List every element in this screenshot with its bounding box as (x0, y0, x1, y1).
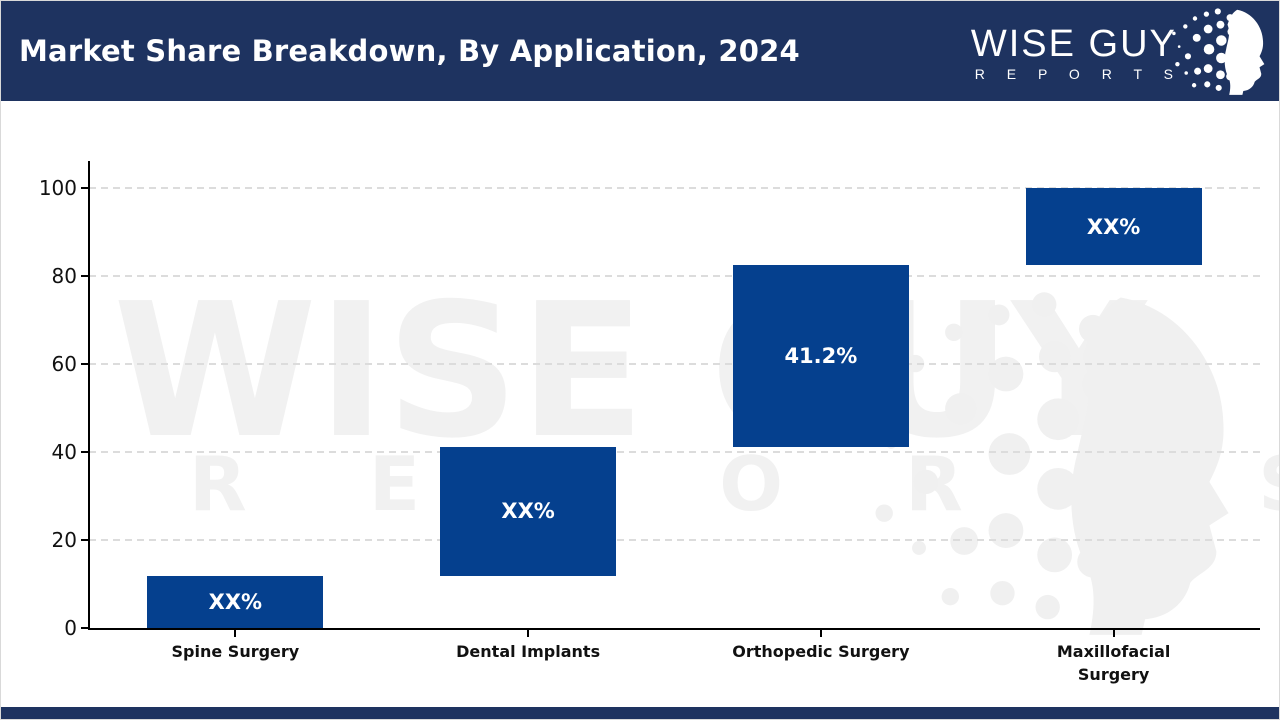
header: Market Share Breakdown, By Application, … (1, 1, 1279, 101)
gridline (89, 451, 1260, 453)
y-tick-label: 0 (64, 616, 77, 640)
x-tick (819, 630, 822, 637)
bar-segment: 41.2% (732, 265, 909, 447)
gridline (89, 187, 1260, 189)
page-title: Market Share Breakdown, By Application, … (19, 34, 800, 68)
brand-subname: R E P O R T S (974, 66, 1182, 82)
gridline (89, 539, 1260, 541)
x-tick-label: Dental Implants (456, 642, 601, 661)
y-tick-label: 20 (51, 528, 77, 552)
x-tick (527, 630, 530, 637)
x-axis (88, 628, 1260, 630)
watermark-head-icon (863, 292, 1229, 635)
y-tick-label: 40 (51, 440, 77, 464)
y-axis (88, 161, 90, 630)
bar-value-label: XX% (1086, 214, 1141, 239)
bar-segment: XX% (1025, 188, 1202, 266)
y-tick (81, 451, 89, 453)
chart-marks-layer: 0 20 40 60 80 100 XX% Spine Surgery XX% Dental Im… (1, 101, 1279, 709)
gridline (89, 275, 1260, 277)
bar-segment: XX% (440, 446, 617, 577)
bar-value-label: 41.2% (784, 344, 858, 369)
x-tick-label: Orthopedic Surgery (732, 642, 910, 661)
y-tick-label: 60 (51, 352, 77, 376)
x-tick-label: Maxillofacial Surgery (1056, 642, 1171, 684)
gridline (89, 363, 1260, 365)
plot-area: WISE GUY R E P O R T S 0 20 40 60 80 100 XX% Sp… (1, 101, 1279, 709)
footer-bar (1, 707, 1279, 719)
y-tick-label: 80 (51, 264, 77, 288)
x-tick (1112, 630, 1115, 637)
brand-name: WISE GUY (970, 23, 1177, 65)
y-tick (81, 539, 89, 541)
bar-value-label: XX% (501, 499, 555, 524)
bar-segment: XX% (147, 576, 324, 628)
brand-wordmark: WISE GUY R E P O R T S (966, 25, 1182, 81)
dotted-head-icon (1172, 8, 1265, 95)
y-tick-label: 100 (38, 176, 77, 200)
x-tick (234, 630, 237, 637)
x-tick-label: Spine Surgery (171, 642, 300, 661)
y-tick (81, 627, 89, 629)
y-tick (81, 187, 89, 189)
y-tick (81, 275, 89, 277)
y-tick (81, 363, 89, 365)
bar-value-label: XX% (208, 590, 263, 615)
watermark-text: WISE GUY (113, 263, 1146, 479)
brand-logo: WISE GUY R E P O R T S (966, 7, 1267, 95)
